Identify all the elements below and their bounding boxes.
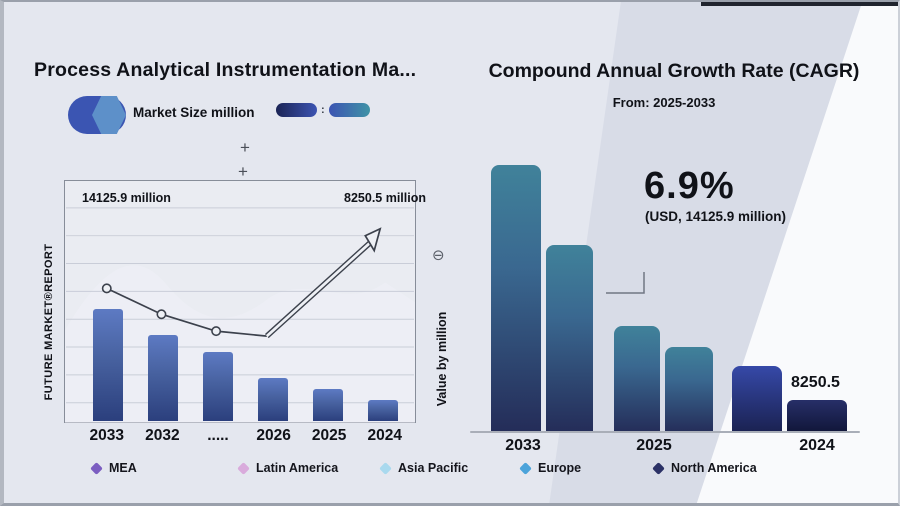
zoom-out-icon[interactable]: ⊖ [432, 247, 445, 264]
left-chart-xlabels: 2033 2032..... 2026 2025 2024 [79, 427, 413, 445]
x-axis-label: 2032 [145, 427, 180, 444]
x-axis-label: 2026 [256, 427, 291, 444]
legend-item[interactable]: Latin America [237, 461, 339, 475]
legend-marker-icon [519, 461, 532, 475]
bar [491, 165, 541, 433]
x-axis-label: 2024 [367, 427, 402, 444]
legend-marker-icon [237, 461, 250, 475]
cagr-detail: (USD, 14125.9 million) [645, 209, 787, 224]
x-axis-label: 2024 [799, 437, 835, 454]
cagr-title: Compound Annual Growth Rate (CAGR) [488, 60, 860, 82]
x-axis-label: 2033 [505, 437, 541, 454]
bar [93, 309, 123, 421]
left-chart: 14125.9 million 8250.5 million [64, 180, 426, 423]
legend-item[interactable]: North America [652, 461, 757, 475]
bar [203, 352, 233, 421]
legend-label: North America [671, 461, 757, 475]
bar-group [491, 165, 593, 433]
trend-line-arrow [101, 227, 382, 339]
legend-label: Europe [538, 461, 582, 475]
legend-label: Asia Pacific [398, 461, 469, 475]
x-axis-label: 2025 [636, 437, 672, 454]
right-chart-bars [472, 150, 858, 433]
legend-marker-icon [652, 461, 665, 475]
page-title: Process Analytical Instrumentation Ma... [34, 59, 417, 81]
bar [258, 378, 288, 421]
x-axis-label: 2033 [89, 427, 125, 444]
bar [787, 400, 847, 433]
legend-marker-icon [90, 461, 103, 475]
legend-item[interactable]: MEA [90, 461, 137, 475]
right-chart-baseline [470, 431, 860, 433]
bar [614, 326, 660, 433]
y-axis-label: Value by million [435, 311, 449, 407]
bar [368, 400, 398, 421]
bar [665, 347, 713, 433]
market-size-label: Market Size million [133, 105, 255, 120]
ratio-pill-teal [328, 103, 370, 117]
watermark-side-label: FUTURE MARKET®REPORT [43, 243, 55, 401]
zoom-in-icon-2[interactable]: + [238, 162, 248, 181]
frame-top-accent [701, 2, 898, 6]
legend-item[interactable]: Asia Pacific [379, 461, 469, 475]
legend: MEA Latin America Asia Pacific Europe North … [4, 461, 898, 483]
bar [546, 245, 593, 433]
legend-label: Latin America [256, 461, 339, 475]
ratio-separator: : [321, 104, 325, 116]
legend-item[interactable]: Europe [519, 461, 582, 475]
ratio-pills: : [276, 103, 370, 117]
gridlines [65, 207, 414, 404]
annotation-end-value: 8250.5 million [344, 191, 426, 205]
legend-marker-icon [379, 461, 392, 475]
bar [313, 389, 343, 421]
annotation-start-value: 14125.9 million [82, 191, 171, 205]
right-chart-xlabels: 2033 2025 2024 [472, 437, 858, 457]
ratio-pill-dark [276, 103, 317, 117]
cagr-subtitle: From: 2025-2033 [612, 95, 716, 110]
bar-group [614, 326, 713, 433]
bar [148, 335, 178, 421]
legend-label: MEA [109, 461, 137, 475]
x-axis-label: 2025 [311, 427, 347, 444]
left-chart-bars [93, 309, 398, 421]
bar-data-label: 8250.5 [791, 374, 840, 391]
zoom-in-icon[interactable]: + [240, 138, 250, 157]
step-line-decor [606, 272, 645, 294]
x-axis-label: ..... [207, 427, 229, 444]
cagr-value: 6.9% [644, 165, 735, 207]
market-size-icon [68, 96, 126, 134]
bar [732, 366, 782, 433]
bar-group [732, 366, 847, 433]
